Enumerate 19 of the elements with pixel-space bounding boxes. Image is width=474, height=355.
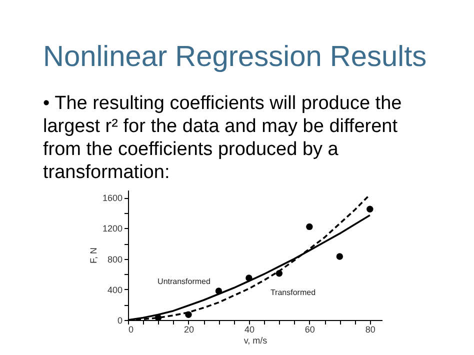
point — [366, 206, 374, 212]
x-tick-label: 60 — [304, 324, 315, 334]
annotation: Transformed — [270, 288, 316, 297]
x-tick-label: 20 — [184, 324, 194, 334]
y-tick-label: 800 — [107, 254, 122, 264]
annotation: Untransformed — [158, 277, 210, 286]
point — [306, 223, 313, 230]
x-axis-title: v, m/s — [244, 336, 268, 346]
x-tick-label: 0 — [128, 324, 134, 334]
x-tick-label: 40 — [244, 324, 254, 334]
y-tick-label: 0 — [117, 316, 122, 326]
y-tick-label: 1200 — [102, 224, 122, 234]
point — [336, 253, 344, 260]
chart-subtitle: • The resulting coefficients will produce the largest r² for the data and may be different from the coefficients produced by a transformation: — [43, 93, 402, 183]
chart-title: Nonlinear Regression Results — [43, 41, 427, 73]
x-tick-label: 80 — [365, 324, 376, 334]
y-axis-title: F, N — [88, 247, 98, 264]
y-tick-label: 400 — [107, 284, 122, 295]
y-tick-label: 1600 — [102, 193, 122, 204]
